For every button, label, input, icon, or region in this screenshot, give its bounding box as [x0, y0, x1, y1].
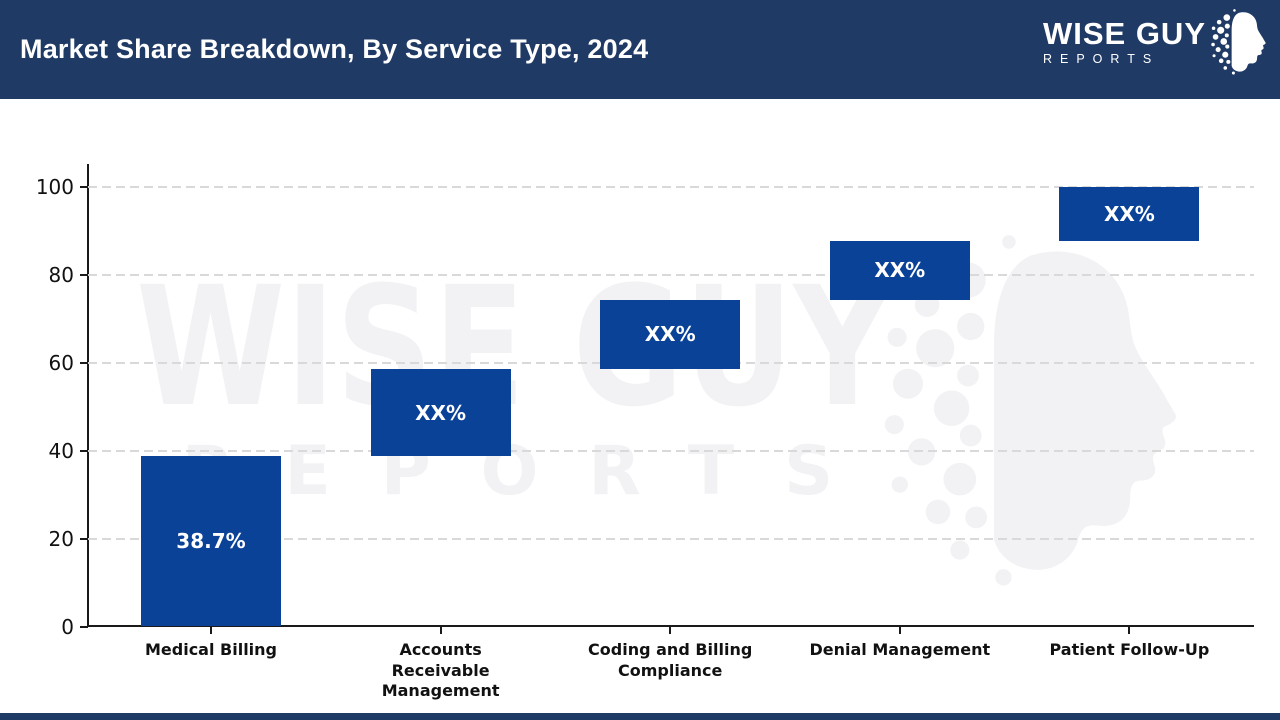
brand-name: WISE GUY	[1042, 15, 1206, 51]
y-tick-mark-80	[80, 273, 88, 276]
gridline-20	[88, 537, 1254, 540]
y-tick-label-80: 80	[48, 262, 74, 287]
x-tick-mark-4	[1128, 627, 1131, 634]
brand-tagline: REPORTS	[1042, 52, 1160, 67]
chart-area: WISE GUY REPORTS 0 20 40 60 80 100 38.7% Medica…	[0, 99, 1280, 713]
bar-patient-follow-up: XX%	[1059, 186, 1200, 241]
y-tick-label-60: 60	[48, 350, 74, 375]
x-category-label-1: Accounts Receivable Management	[381, 640, 500, 700]
bar-denial-management: XX%	[829, 240, 970, 300]
x-category-label-0: Medical Billing	[144, 640, 278, 659]
footer-bar	[0, 713, 1280, 720]
y-tick-mark-0	[80, 625, 88, 628]
y-tick-label-40: 40	[48, 438, 74, 463]
chart-title: Market Share Breakdown, By Service Type,…	[20, 34, 649, 64]
bar-value-label: XX%	[644, 322, 696, 347]
header: Market Share Breakdown, By Service Type,…	[0, 0, 1280, 99]
gridline-100	[88, 185, 1254, 188]
x-category-label-2: Coding and Billing Compliance	[588, 640, 753, 680]
y-tick-label-100: 100	[35, 174, 74, 199]
gridline-80	[88, 273, 1254, 276]
bar-accounts-receivable-management: XX%	[370, 369, 511, 457]
x-tick-mark-0	[210, 627, 212, 634]
y-axis-line	[87, 164, 89, 627]
y-tick-mark-20	[80, 537, 88, 540]
brand-logo-text: WISE GUY REPORTS	[1042, 15, 1206, 67]
bar-coding-and-billing-compliance: XX%	[600, 299, 741, 370]
bar-value-label: XX%	[874, 258, 926, 283]
x-tick-mark-1	[439, 627, 442, 634]
bar-value-label: XX%	[415, 400, 467, 425]
gridline-40	[88, 449, 1254, 452]
brand-logo: WISE GUY REPORTS	[1043, 6, 1266, 78]
y-tick-mark-40	[80, 449, 88, 452]
dotted-head-profile-icon	[1211, 9, 1266, 75]
x-tick-mark-2	[669, 627, 672, 634]
x-tick-mark-3	[898, 627, 901, 634]
bar-value-label: 38.7%	[176, 529, 246, 554]
x-axis-line	[87, 625, 1254, 627]
x-category-label-4: Patient Follow-Up	[1049, 640, 1210, 659]
bar-medical-billing: 38.7%	[141, 456, 281, 627]
x-category-label-3: Denial Management	[809, 640, 991, 659]
y-tick-mark-100	[80, 185, 88, 188]
y-tick-label-0: 0	[61, 614, 74, 639]
bar-value-label: XX%	[1103, 201, 1155, 226]
y-tick-label-20: 20	[48, 526, 74, 551]
y-tick-mark-60	[80, 361, 88, 364]
